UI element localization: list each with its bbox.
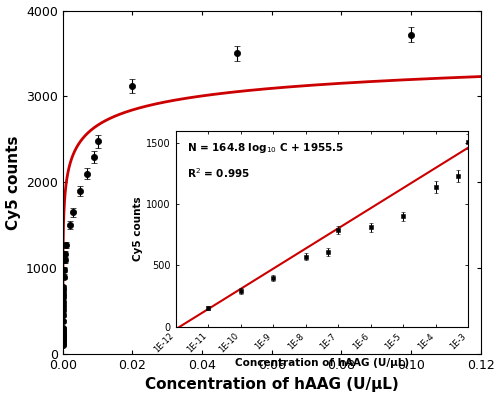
Y-axis label: Cy5 counts: Cy5 counts	[6, 135, 20, 230]
X-axis label: Concentration of hAAG (U/μL): Concentration of hAAG (U/μL)	[145, 377, 399, 392]
